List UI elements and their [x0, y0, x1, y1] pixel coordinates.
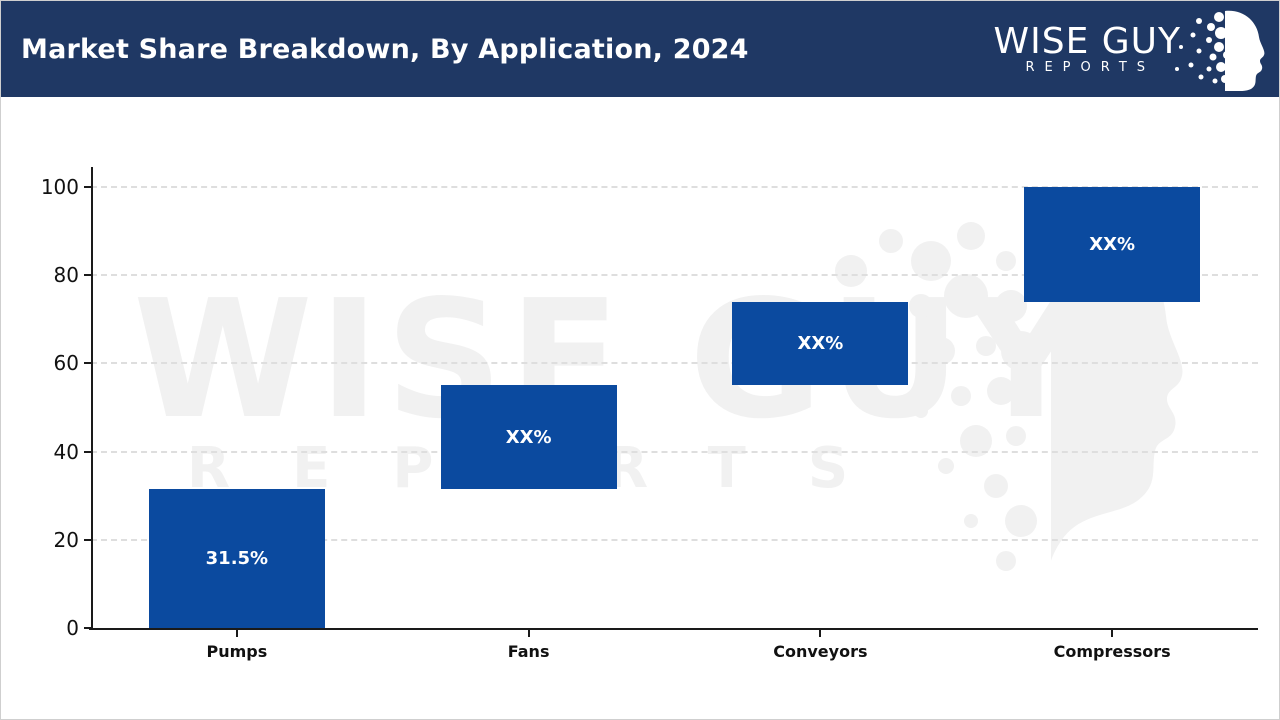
y-tick-mark: [84, 362, 91, 365]
gridline-80: [91, 274, 1258, 277]
y-tick-mark: [84, 538, 91, 541]
gridline-100: [91, 186, 1258, 188]
x-axis-line: [89, 628, 1258, 630]
bar-pumps: 31.5%: [148, 489, 325, 628]
y-tick-label: 0: [66, 616, 79, 640]
x-category-label: Fans: [507, 642, 550, 661]
y-tick-label: 40: [53, 439, 79, 464]
bar-fans: XX%: [440, 385, 617, 490]
y-tick-mark: [84, 450, 91, 453]
bar-value-label: 31.5%: [205, 548, 269, 570]
wise-guy-logo: WISE GUY REPORTS: [994, 7, 1269, 91]
y-tick-mark: [84, 186, 91, 188]
y-tick-mark: [84, 627, 91, 629]
gridline-60: [91, 362, 1258, 365]
bar-value-label: XX%: [797, 333, 844, 355]
x-tick-mark: [235, 630, 238, 637]
chart-title: Market Share Breakdown, By Application, …: [21, 33, 749, 65]
x-tick-mark: [1111, 630, 1114, 637]
x-tick-mark: [819, 630, 822, 637]
y-tick-label: 80: [53, 263, 79, 288]
logo-wordmark-line2: REPORTS: [1025, 60, 1156, 76]
y-tick-label: 20: [53, 527, 79, 552]
y-axis-line: [91, 167, 93, 630]
header-bar: Market Share Breakdown, By Application, …: [1, 1, 1279, 97]
x-tick-mark: [527, 630, 530, 637]
logo-face-icon: [1175, 10, 1265, 91]
y-tick-mark: [84, 274, 91, 277]
logo-wordmark-line1: WISE GUY: [993, 20, 1181, 62]
x-category-label: Pumps: [206, 642, 268, 661]
bar-value-label: XX%: [1089, 233, 1136, 255]
logo-wordmark: WISE GUY REPORTS: [993, 20, 1182, 76]
x-category-label: Compressors: [1053, 642, 1171, 661]
bar-value-label: XX%: [505, 426, 552, 448]
gridline-20: [91, 538, 1258, 541]
x-category-label: Conveyors: [773, 642, 868, 661]
y-tick-label: 60: [53, 351, 79, 376]
gridline-40: [91, 450, 1258, 453]
y-tick-label: 100: [40, 175, 79, 199]
bar-conveyors: XX%: [732, 301, 909, 386]
watermark-face-dots: [835, 222, 1183, 571]
bar-compressors: XX%: [1024, 187, 1201, 302]
